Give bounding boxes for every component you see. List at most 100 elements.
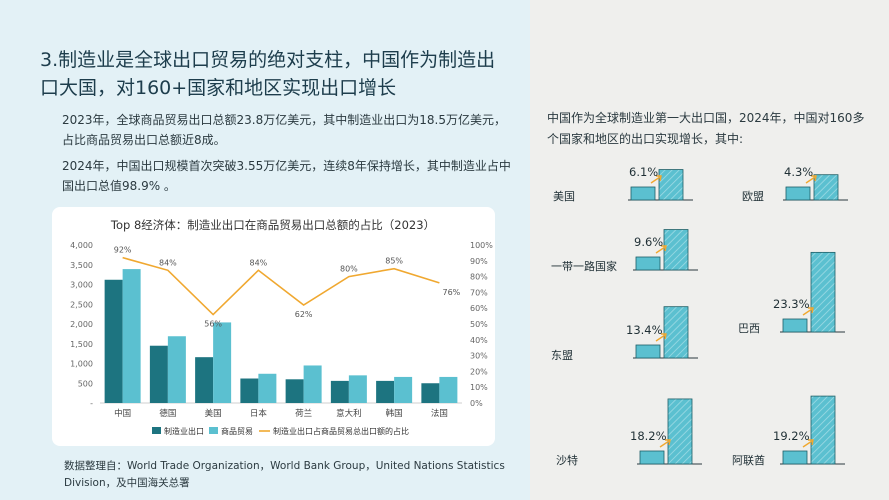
bar-merchandise-trade <box>167 336 186 403</box>
growth-arrow-head <box>665 439 671 446</box>
right-axis-tick-label: 0% <box>470 399 483 408</box>
x-axis-category-label: 意大利 <box>336 408 362 419</box>
legend-swatch-trade <box>209 427 218 434</box>
growth-arrow-icon <box>659 440 670 448</box>
bar-manufacturing-exports <box>240 378 259 403</box>
share-data-label: 76% <box>442 288 460 297</box>
right-axis-tick-label: 50% <box>470 320 488 329</box>
right-axis-tick-label: 70% <box>470 288 488 297</box>
left-axis-tick-label: 4,000 <box>70 241 93 250</box>
bar-manufacturing-exports <box>104 279 123 403</box>
bar-current-year <box>663 306 689 359</box>
growth-arrow-icon <box>805 176 816 184</box>
bar-manufacturing-exports <box>330 380 349 403</box>
bar-current-year <box>667 398 693 465</box>
paragraph-global-exports: 2023年，全球商品贸易出口总额23.8万亿美元，其中制造业出口为18.5万亿美… <box>62 113 506 147</box>
growth-arrow-head <box>661 245 667 252</box>
x-axis-category-label: 韩国 <box>386 408 403 419</box>
right-axis-tick-label: 20% <box>470 367 488 376</box>
right-axis-tick-label: 10% <box>470 383 488 392</box>
main-chart: Top 8经济体：制造业出口在商品贸易出口总额的占比（2023） 4,000 3,5… <box>70 218 493 436</box>
bar-previous-year <box>785 186 811 201</box>
region-label: 一带一路国家 <box>551 260 617 273</box>
bar-merchandise-trade <box>258 373 277 403</box>
growth-arrow-head <box>808 307 814 314</box>
bar-current-year <box>810 251 836 333</box>
growth-arrow-head <box>656 175 662 182</box>
right-axis-tick-label: 90% <box>470 257 488 266</box>
bar-manufacturing-exports <box>285 379 304 403</box>
growth-arrow-icon <box>650 176 661 184</box>
share-data-label: 56% <box>204 320 222 329</box>
bar-current-year <box>658 169 684 201</box>
bar-previous-year <box>782 318 808 333</box>
growth-arrow-head <box>808 439 814 446</box>
left-axis-tick-label: 1,500 <box>70 340 93 349</box>
legend-swatch-manufacturing <box>152 427 161 434</box>
growth-arrow-icon <box>802 308 813 316</box>
share-data-label: 84% <box>159 258 177 267</box>
chart-card: Top 8经济体：制造业出口在商品贸易出口总额的占比（2023） 4,000 3,5… <box>52 207 495 446</box>
growth-percent: 19.2% <box>773 429 810 443</box>
bar-merchandise-trade <box>213 322 232 403</box>
legend-label-trade: 商品贸易 <box>221 426 253 436</box>
growth-percent: 23.3% <box>773 297 810 311</box>
share-data-label: 84% <box>249 258 267 267</box>
bar-merchandise-trade <box>394 376 413 403</box>
growth-percent: 4.3% <box>784 165 814 179</box>
bar-merchandise-trade <box>122 269 141 403</box>
region-label: 阿联酋 <box>732 454 765 467</box>
source-note: 数据整理自：World Trade Organization，World Ban… <box>64 460 505 489</box>
right-axis-tick-label: 40% <box>470 336 488 345</box>
bar-manufacturing-exports <box>195 357 214 403</box>
x-axis-category-label: 德国 <box>159 408 176 419</box>
right-axis-tick-label: 60% <box>470 304 488 313</box>
left-axis-tick-label: - <box>90 399 93 408</box>
bar-manufacturing-exports <box>149 345 168 403</box>
growth-arrow-icon <box>655 246 666 254</box>
page-title: 3.制造业是全球出口贸易的绝对支柱，中国作为制造出口大国，对160+国家和地区实… <box>40 49 496 99</box>
left-axis-tick-label: 3,500 <box>70 261 93 270</box>
growth-arrow-head <box>811 175 817 182</box>
left-axis-tick-label: 2,000 <box>70 320 93 329</box>
bar-manufacturing-exports <box>421 383 440 403</box>
left-axis-tick-label: 3,000 <box>70 281 93 290</box>
paragraph-china-exports: 2024年，中国出口规模首次突破3.55万亿美元，连续8年保持增长，其中制造业占… <box>62 159 511 193</box>
growth-arrow-icon <box>655 334 666 342</box>
region-label: 欧盟 <box>742 190 764 203</box>
share-data-label: 62% <box>295 310 313 319</box>
x-axis-category-label: 荷兰 <box>295 408 312 419</box>
region-label: 沙特 <box>556 454 578 467</box>
region-label: 巴西 <box>738 322 760 335</box>
bar-previous-year <box>635 344 661 359</box>
bar-merchandise-trade <box>348 375 367 403</box>
region-label: 东盟 <box>551 349 573 362</box>
growth-arrow-icon <box>802 440 813 448</box>
chart-title: Top 8经济体：制造业出口在商品贸易出口总额的占比（2023） <box>110 218 435 232</box>
legend-label-share: 制造业出口占商品贸易总出口额的占比 <box>273 426 409 436</box>
left-axis-tick-label: 2,500 <box>70 300 93 309</box>
right-intro-text: 中国作为全球制造业第一大出口国，2024年，中国对160多个国家和地区的出口实现… <box>547 111 865 146</box>
bar-current-year <box>663 229 689 271</box>
right-axis-tick-label: 100% <box>470 241 493 250</box>
region-label: 美国 <box>553 190 575 203</box>
x-axis-category-label: 中国 <box>114 408 131 419</box>
growth-percent: 6.1% <box>629 165 659 179</box>
share-data-label: 92% <box>114 246 132 255</box>
share-data-label: 80% <box>340 265 358 274</box>
growth-arrow-head <box>661 333 667 340</box>
bar-previous-year <box>639 450 665 465</box>
bar-previous-year <box>635 256 661 271</box>
right-axis-tick-label: 30% <box>470 352 488 361</box>
share-line <box>122 256 440 316</box>
right-axis-tick-label: 80% <box>470 273 488 282</box>
legend-label-manufacturing: 制造业出口 <box>164 426 204 436</box>
growth-percent: 18.2% <box>630 429 667 443</box>
x-axis-category-label: 法国 <box>431 408 448 419</box>
